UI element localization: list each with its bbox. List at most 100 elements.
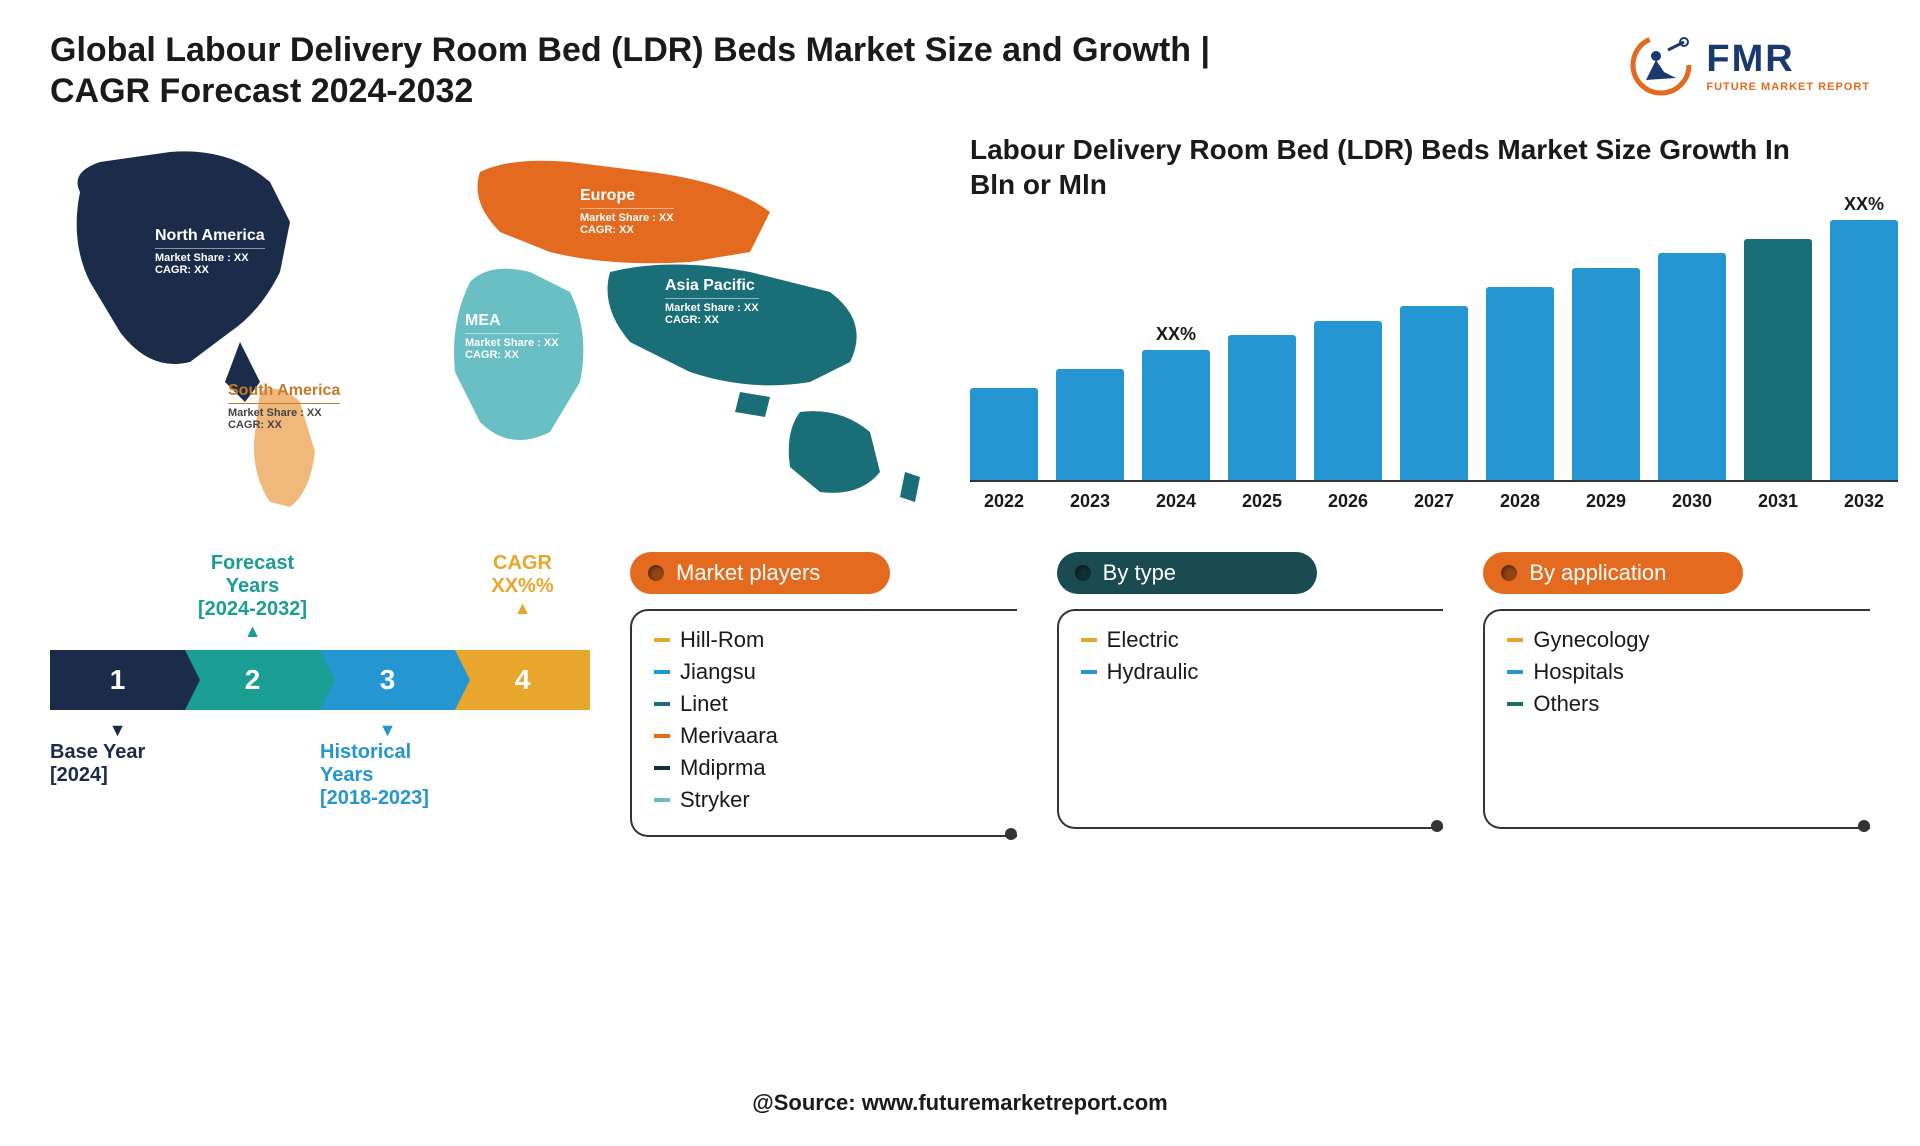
bar-year-label: 2032 bbox=[1844, 491, 1884, 512]
timeline-bottom-labels: ▼Base Year[2024]▼Historical Years[2018-2… bbox=[50, 720, 590, 810]
region-label-south-america: South America Market Share : XX CAGR: XX bbox=[228, 382, 340, 431]
bar-chart-section: Labour Delivery Room Bed (LDR) Beds Mark… bbox=[970, 132, 1898, 512]
category-frame: Hill-Rom Jiangsu Linet Merivaara M​dipr​ma St… bbox=[630, 609, 1017, 837]
category-pill: By type bbox=[1057, 552, 1317, 594]
bar bbox=[1830, 220, 1898, 480]
category-item-label: Electric bbox=[1107, 627, 1179, 653]
category-item: Merivaara bbox=[654, 723, 1007, 749]
world-map: North America Market Share : XX CAGR: XX… bbox=[50, 132, 930, 512]
category-item: Hill-Rom bbox=[654, 627, 1007, 653]
bar-group: 2023 bbox=[1056, 369, 1124, 480]
region-label-mea: MEA Market Share : XX CAGR: XX bbox=[465, 312, 559, 361]
bar-year-label: 2030 bbox=[1672, 491, 1712, 512]
region-label-north-america: North America Market Share : XX CAGR: XX bbox=[155, 227, 265, 276]
category-item-label: Hydraulic bbox=[1107, 659, 1199, 685]
category-item-label: Hospitals bbox=[1533, 659, 1623, 685]
category-item: Hydraulic bbox=[1081, 659, 1434, 685]
category-marker bbox=[654, 702, 670, 706]
bar-year-label: 2025 bbox=[1242, 491, 1282, 512]
category-marker bbox=[1507, 638, 1523, 642]
bar-year-label: 2028 bbox=[1500, 491, 1540, 512]
timeline-segment: 3 bbox=[320, 650, 455, 710]
bar bbox=[1314, 321, 1382, 480]
bar bbox=[1228, 335, 1296, 479]
category-marker bbox=[654, 766, 670, 770]
category-frame: Gynecology Hospitals Others bbox=[1483, 609, 1870, 829]
category-item: M​dipr​ma bbox=[654, 755, 1007, 781]
category-by-type: By type Electric Hydraulic bbox=[1057, 552, 1444, 829]
bar-year-label: 2027 bbox=[1414, 491, 1454, 512]
category-item-label: M​dipr​ma bbox=[680, 755, 766, 781]
bar-group: 2022 bbox=[970, 388, 1038, 479]
region-label-asia-pacific: Asia Pacific Market Share : XX CAGR: XX bbox=[665, 277, 759, 326]
category-item-label: Stryker bbox=[680, 787, 750, 813]
timeline-segment: 1 bbox=[50, 650, 185, 710]
bar bbox=[1486, 287, 1554, 480]
timeline-bar: 1234 bbox=[50, 650, 590, 710]
logo: FMR FUTURE MARKET REPORT bbox=[1626, 30, 1870, 100]
bar bbox=[1400, 306, 1468, 479]
category-by-application: By application Gynecology Hospitals Others bbox=[1483, 552, 1870, 829]
logo-subtitle: FUTURE MARKET REPORT bbox=[1706, 81, 1870, 93]
page-title: Global Labour Delivery Room Bed (LDR) Be… bbox=[50, 30, 1250, 112]
bar-group: 2028 bbox=[1486, 287, 1554, 480]
bar-group: 2026 bbox=[1314, 321, 1382, 480]
category-market-players: Market players Hill-Rom Jiangsu Linet Meriva… bbox=[630, 552, 1017, 837]
category-item-label: Gynecology bbox=[1533, 627, 1649, 653]
bar-group: 2027 bbox=[1400, 306, 1468, 479]
bar bbox=[1572, 268, 1640, 480]
timeline-segment: 2 bbox=[185, 650, 320, 710]
bar bbox=[1658, 253, 1726, 479]
category-item: Hospitals bbox=[1507, 659, 1860, 685]
bar-year-label: 2022 bbox=[984, 491, 1024, 512]
category-frame: Electric Hydraulic bbox=[1057, 609, 1444, 829]
logo-icon bbox=[1626, 30, 1696, 100]
timeline-section: Forecast Years[2024-2032]▲CAGRXX%%▲ 1234… bbox=[50, 552, 590, 810]
timeline-segment: 4 bbox=[455, 650, 590, 710]
category-item-label: Jiangsu bbox=[680, 659, 756, 685]
bar-group: 2031 bbox=[1744, 239, 1812, 480]
category-item-label: Merivaara bbox=[680, 723, 778, 749]
bar-year-label: 2029 bbox=[1586, 491, 1626, 512]
bar-chart: 2022 2023 2024XX% 2025 2026 2027 2028 2029 2030 2… bbox=[970, 212, 1898, 482]
category-item: Stryker bbox=[654, 787, 1007, 813]
bar bbox=[1744, 239, 1812, 480]
category-item-label: Hill-Rom bbox=[680, 627, 764, 653]
bar bbox=[1056, 369, 1124, 480]
bar-annotation: XX% bbox=[1844, 194, 1884, 215]
region-label-europe: Europe Market Share : XX CAGR: XX bbox=[580, 187, 674, 236]
logo-text: FMR bbox=[1706, 38, 1870, 81]
bar-year-label: 2024 bbox=[1156, 491, 1196, 512]
category-pill: Market players bbox=[630, 552, 890, 594]
bar-year-label: 2026 bbox=[1328, 491, 1368, 512]
timeline-top-labels: Forecast Years[2024-2032]▲CAGRXX%%▲ bbox=[50, 552, 590, 642]
source-attribution: @Source: www.futuremarketreport.com bbox=[752, 1090, 1168, 1116]
category-item: Jiangsu bbox=[654, 659, 1007, 685]
bar bbox=[1142, 350, 1210, 480]
bar-year-label: 2023 bbox=[1070, 491, 1110, 512]
category-item: Others bbox=[1507, 691, 1860, 717]
bar-group: 2025 bbox=[1228, 335, 1296, 479]
category-marker bbox=[1507, 670, 1523, 674]
bar-group: 2030 bbox=[1658, 253, 1726, 479]
category-marker bbox=[654, 734, 670, 738]
bar-group: 2024XX% bbox=[1142, 350, 1210, 480]
bottom-row: Forecast Years[2024-2032]▲CAGRXX%%▲ 1234… bbox=[50, 552, 1870, 837]
category-marker bbox=[1081, 670, 1097, 674]
bar-year-label: 2031 bbox=[1758, 491, 1798, 512]
bar-group: 2032XX% bbox=[1830, 220, 1898, 480]
chart-title: Labour Delivery Room Bed (LDR) Beds Mark… bbox=[970, 132, 1898, 202]
bar-group: 2029 bbox=[1572, 268, 1640, 480]
header: Global Labour Delivery Room Bed (LDR) Be… bbox=[50, 30, 1870, 112]
category-item-label: Others bbox=[1533, 691, 1599, 717]
bar-annotation: XX% bbox=[1156, 324, 1196, 345]
category-item: Electric bbox=[1081, 627, 1434, 653]
category-marker bbox=[654, 670, 670, 674]
category-marker bbox=[1081, 638, 1097, 642]
main-row: North America Market Share : XX CAGR: XX… bbox=[50, 132, 1870, 512]
category-item-label: Linet bbox=[680, 691, 728, 717]
category-item: Linet bbox=[654, 691, 1007, 717]
category-marker bbox=[654, 638, 670, 642]
category-item: Gynecology bbox=[1507, 627, 1860, 653]
category-pill: By application bbox=[1483, 552, 1743, 594]
